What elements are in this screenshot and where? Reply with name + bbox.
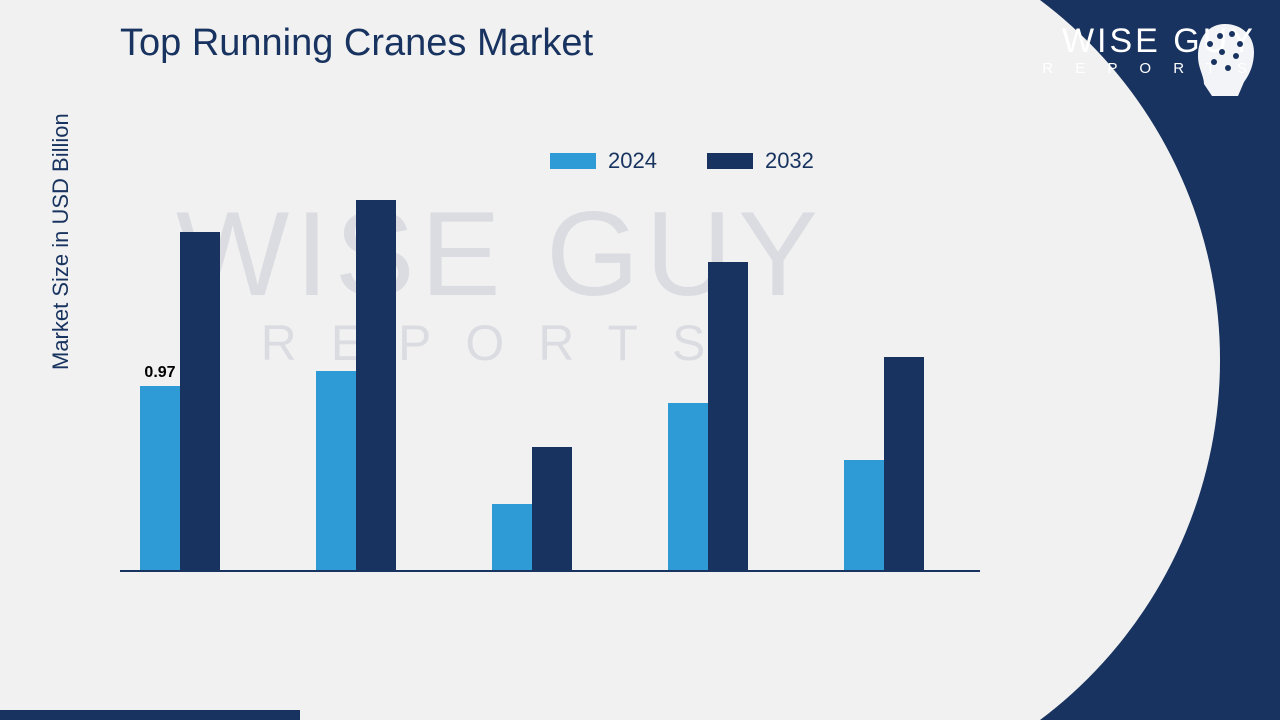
legend: 2024 2032 xyxy=(550,148,814,174)
bar-pair xyxy=(844,357,924,570)
bar-2024 xyxy=(844,460,884,570)
bar-pair xyxy=(668,262,748,570)
bar-value-label: 0.97 xyxy=(140,364,180,386)
legend-swatch-2032 xyxy=(707,153,753,169)
legend-item-2032: 2032 xyxy=(707,148,814,174)
bar-2032 xyxy=(708,262,748,570)
bar-2032 xyxy=(180,232,220,570)
legend-item-2024: 2024 xyxy=(550,148,657,174)
bar-chart: 0.97NORTH AMERICAEUROPESOUTH AMERICAASIA… xyxy=(120,192,980,572)
bar-pair xyxy=(316,200,396,571)
panel-cutout xyxy=(960,0,1220,720)
page: WISE GUY R E P O R T S Top Running Crane… xyxy=(0,0,1280,720)
bar-2024 xyxy=(492,504,532,571)
bar-2032 xyxy=(532,447,572,571)
y-axis-label: Market Size in USD Billion xyxy=(48,113,74,370)
bar-2024 xyxy=(668,403,708,570)
plot-area: 0.97NORTH AMERICAEUROPESOUTH AMERICAASIA… xyxy=(120,192,980,572)
bar-2032 xyxy=(356,200,396,571)
bar-2024 xyxy=(316,371,356,571)
brand-logo: WISE GUY R E P O R T S xyxy=(996,24,1256,77)
legend-swatch-2024 xyxy=(550,153,596,169)
head-icon xyxy=(1190,18,1260,98)
right-panel xyxy=(960,0,1280,720)
bar-pair: 0.97 xyxy=(140,232,220,570)
bar-2024: 0.97 xyxy=(140,386,180,570)
bar-2032 xyxy=(884,357,924,570)
chart-title: Top Running Cranes Market xyxy=(120,22,593,65)
bottom-strip xyxy=(0,710,300,720)
legend-label-2024: 2024 xyxy=(608,148,657,174)
legend-label-2032: 2032 xyxy=(765,148,814,174)
bar-pair xyxy=(492,447,572,571)
